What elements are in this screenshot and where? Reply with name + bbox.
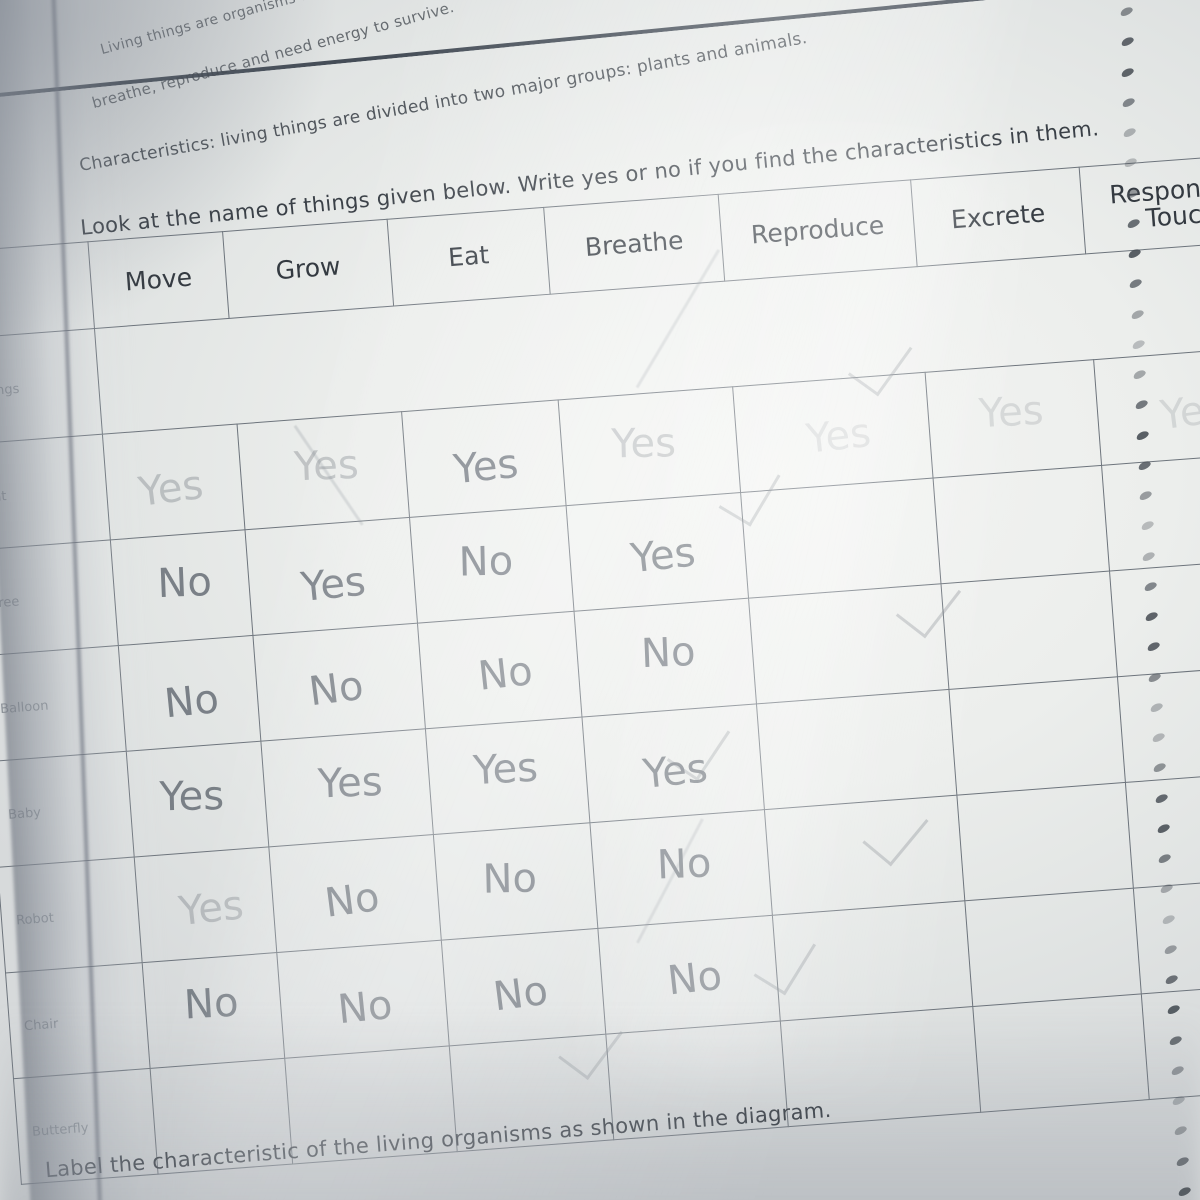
cell-cat-eat: Yes bbox=[401, 399, 567, 518]
answer[interactable]: Yes bbox=[610, 419, 677, 468]
header-cell-breathe: Breathe bbox=[543, 194, 725, 295]
binding-coil bbox=[1145, 640, 1161, 654]
binding-coil bbox=[1154, 792, 1169, 805]
binding-coil bbox=[1139, 519, 1155, 532]
binding-coil bbox=[1171, 1094, 1187, 1107]
answer[interactable]: Yes bbox=[135, 461, 206, 516]
binding-coil bbox=[1122, 126, 1138, 139]
binding-coil bbox=[1159, 882, 1174, 896]
binding-coil bbox=[1141, 549, 1156, 563]
column-label-excrete: Excrete bbox=[950, 198, 1047, 235]
cell-balloon-eat: No bbox=[417, 611, 582, 729]
binding-coil bbox=[1136, 459, 1152, 472]
cell-chair-grow: No bbox=[276, 940, 450, 1059]
answer[interactable]: Yes bbox=[977, 387, 1045, 437]
binding-coil bbox=[1121, 96, 1137, 109]
binding-coil bbox=[1129, 307, 1145, 321]
spiral-binding bbox=[1080, 0, 1200, 1200]
cell-baby-reproduce bbox=[756, 689, 957, 810]
answer[interactable]: Yes bbox=[176, 881, 246, 935]
binding-coil bbox=[1135, 428, 1150, 442]
binding-coil bbox=[1124, 186, 1140, 200]
binding-coil bbox=[1164, 973, 1180, 986]
binding-coil bbox=[1119, 5, 1134, 18]
header-cell-eat: Eat bbox=[387, 207, 551, 306]
header-cell-reproduce: Reproduce bbox=[718, 179, 918, 282]
binding-coil bbox=[1162, 943, 1178, 956]
column-label-eat: Eat bbox=[447, 240, 491, 273]
binding-coil bbox=[1120, 65, 1136, 79]
binding-coil bbox=[1119, 35, 1135, 48]
answer[interactable]: Yes bbox=[292, 441, 360, 490]
binding-coil bbox=[1125, 217, 1141, 230]
binding-coil bbox=[1173, 1124, 1189, 1138]
cell-tree-grow: Yes bbox=[244, 517, 418, 636]
answer[interactable]: No bbox=[156, 558, 213, 607]
binding-coil bbox=[1138, 489, 1153, 502]
answer[interactable]: No bbox=[321, 873, 382, 927]
answer[interactable]: No bbox=[481, 854, 538, 903]
cell-tree-reproduce bbox=[740, 478, 941, 599]
cell-baby-grow: Yes bbox=[260, 728, 434, 847]
binding-coil bbox=[1142, 580, 1158, 593]
answer[interactable]: No bbox=[335, 981, 395, 1033]
answer[interactable]: No bbox=[457, 537, 514, 586]
cell-balloon-breathe: No bbox=[574, 598, 757, 718]
answer[interactable]: No bbox=[664, 952, 725, 1004]
cell-tree-breathe: Yes bbox=[566, 492, 749, 612]
answer[interactable]: No bbox=[490, 967, 551, 1020]
answer[interactable]: No bbox=[655, 839, 713, 888]
binding-coil bbox=[1175, 1155, 1191, 1168]
answer[interactable]: Yes bbox=[316, 758, 384, 808]
cell-baby-eat: Yes bbox=[425, 717, 590, 835]
answer[interactable]: Yes bbox=[628, 528, 698, 582]
column-label-breathe: Breathe bbox=[583, 225, 685, 262]
binding-coil bbox=[1131, 338, 1146, 351]
callout-box-outline bbox=[0, 0, 1051, 121]
answer[interactable]: Yes bbox=[158, 772, 225, 820]
binding-coil bbox=[1128, 277, 1144, 290]
cell-robot-reproduce bbox=[764, 795, 965, 916]
answer[interactable]: Yes bbox=[298, 558, 368, 611]
binding-coil bbox=[1149, 701, 1164, 714]
binding-coil bbox=[1144, 610, 1160, 623]
binding-coil bbox=[1123, 156, 1139, 169]
binding-coil bbox=[1167, 1034, 1183, 1047]
header-cell-excrete: Excrete bbox=[910, 167, 1086, 267]
cell-cat-breathe: Yes bbox=[558, 386, 741, 506]
binding-coil bbox=[1166, 1003, 1181, 1017]
header-cell-grow: Grow bbox=[222, 219, 394, 319]
binding-coil bbox=[1127, 247, 1142, 260]
answer[interactable]: Yes bbox=[471, 744, 539, 794]
cell-tree-eat: No bbox=[409, 505, 575, 624]
answer[interactable]: No bbox=[162, 675, 221, 727]
cell-cat-excrete: Yes bbox=[925, 359, 1102, 479]
answer[interactable]: No bbox=[182, 979, 240, 1029]
binding-coil bbox=[1147, 670, 1163, 684]
binding-coil bbox=[1169, 1064, 1185, 1077]
cell-robot-breathe: No bbox=[589, 809, 773, 929]
binding-coil bbox=[1133, 398, 1149, 411]
cell-balloon-grow: No bbox=[252, 623, 426, 742]
answer[interactable]: No bbox=[306, 662, 366, 715]
answer[interactable]: No bbox=[475, 647, 535, 700]
answer[interactable]: Yes bbox=[451, 440, 521, 493]
answer[interactable]: Yes bbox=[803, 409, 873, 463]
column-label-reproduce: Reproduce bbox=[750, 210, 886, 250]
binding-coil bbox=[1177, 1185, 1192, 1198]
characteristics-table: Move Grow Eat Breathe Reproduce Excrete … bbox=[0, 152, 1200, 1185]
binding-coil bbox=[1160, 913, 1176, 926]
binding-coil bbox=[1152, 761, 1168, 775]
column-label-move: Move bbox=[123, 262, 193, 297]
cell-robot-grow: No bbox=[268, 834, 442, 953]
column-label-grow: Grow bbox=[274, 251, 342, 286]
binding-coil bbox=[1155, 822, 1171, 835]
answer[interactable]: No bbox=[639, 628, 697, 677]
binding-coil bbox=[1150, 731, 1166, 744]
binding-coil bbox=[1157, 852, 1173, 865]
cell-robot-eat: No bbox=[433, 822, 598, 941]
binding-coil bbox=[1132, 368, 1148, 381]
